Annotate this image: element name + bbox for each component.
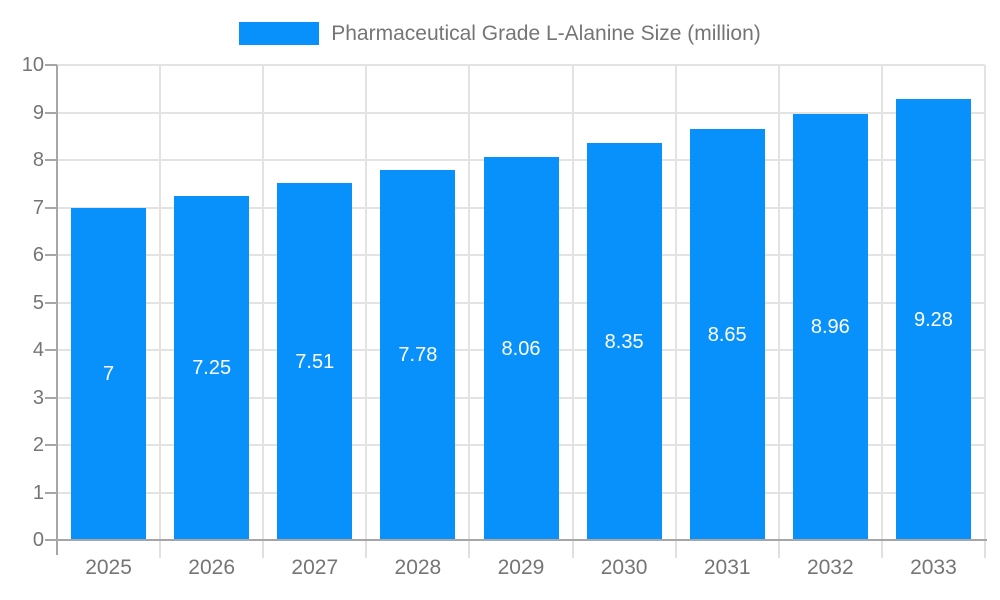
y-axis-tick (45, 159, 57, 161)
y-axis-tick (45, 301, 57, 304)
gridline-vertical (674, 65, 677, 540)
x-axis-tick (159, 541, 162, 558)
y-axis-label: 9 (32, 101, 44, 124)
bar-2033[interactable]: 9.28 (895, 99, 971, 540)
x-axis-label: 2031 (703, 556, 751, 579)
y-axis-tick (45, 206, 57, 209)
y-axis-label: 4 (32, 339, 44, 361)
bar-2030[interactable]: 8.35 (586, 143, 662, 540)
gridline-vertical (984, 65, 986, 540)
bar-2026[interactable]: 7.25 (174, 195, 250, 540)
gridline-vertical (777, 65, 780, 540)
legend-label: Pharmaceutical Grade L-Alanine Size (mil… (331, 21, 761, 45)
bar-2027[interactable]: 7.51 (277, 183, 353, 540)
x-axis-tick (571, 541, 574, 558)
bar-value-label: 7.51 (295, 350, 335, 373)
x-axis-tick (880, 541, 883, 558)
x-axis-tick (984, 541, 986, 558)
y-axis-label: 6 (32, 244, 44, 266)
y-axis-tick (45, 491, 57, 494)
x-axis-tick (365, 541, 368, 558)
gridline-horizontal (57, 111, 985, 114)
y-axis-label: 7 (32, 196, 44, 219)
bar-value-label: 7.25 (192, 356, 232, 379)
x-axis-tick (777, 541, 780, 558)
y-axis-tick (45, 64, 57, 66)
y-axis-label: 1 (32, 481, 44, 504)
bar-2032[interactable]: 8.96 (792, 114, 868, 540)
y-axis-tick (45, 254, 57, 256)
x-axis-label: 2032 (806, 556, 854, 579)
gridline-vertical (880, 65, 883, 540)
y-axis-tick (45, 111, 57, 114)
x-axis-label: 2029 (497, 556, 545, 579)
x-axis-tick (468, 541, 471, 558)
plot-area: 7 7.25 7.51 7.78 8.06 8.35 8.65 8.96 9.28 (57, 64, 986, 540)
bar-value-label: 8.35 (604, 330, 644, 353)
chart-legend[interactable]: Pharmaceutical Grade L-Alanine Size (mil… (0, 20, 1000, 46)
bar-value-label: 7.78 (398, 344, 438, 367)
y-axis-tick (45, 396, 57, 399)
bar-2031[interactable]: 8.65 (689, 129, 765, 540)
gridline-vertical (571, 65, 574, 540)
gridline-vertical (365, 65, 368, 540)
bar-2025[interactable]: 7 (71, 207, 147, 540)
y-axis-tick (45, 349, 57, 351)
gridline-vertical (468, 65, 471, 540)
y-axis-label: 10 (21, 54, 44, 76)
y-axis-label: 0 (32, 529, 44, 551)
bar-2028[interactable]: 7.78 (380, 170, 456, 540)
y-axis-label: 3 (32, 386, 44, 409)
gridline-vertical (262, 65, 265, 540)
x-axis-label: 2027 (291, 556, 339, 579)
bar-value-label: 7 (102, 362, 115, 385)
bar-value-label: 8.65 (707, 323, 747, 346)
x-axis-tick (674, 541, 677, 558)
y-axis-label: 5 (32, 291, 44, 314)
bar-value-label: 8.96 (810, 316, 850, 339)
x-axis-label: 2025 (85, 556, 132, 579)
y-axis-tick (45, 539, 57, 541)
bar-value-label: 9.28 (913, 308, 953, 331)
x-axis-tick (262, 541, 265, 558)
gridline-horizontal (57, 64, 985, 66)
y-axis-label: 8 (32, 149, 44, 171)
x-axis-label: 2028 (394, 556, 442, 579)
bar-2029[interactable]: 8.06 (483, 157, 559, 540)
x-axis-label: 2030 (600, 556, 648, 579)
y-axis-label: 2 (32, 434, 44, 456)
x-axis-line (56, 539, 987, 541)
y-axis-line (56, 65, 58, 555)
legend-swatch (239, 21, 320, 45)
y-axis-tick (45, 444, 57, 446)
gridline-vertical (159, 65, 162, 540)
bar-value-label: 8.06 (501, 337, 541, 360)
x-axis-label: 2033 (910, 556, 957, 579)
x-axis-label: 2026 (188, 556, 236, 579)
